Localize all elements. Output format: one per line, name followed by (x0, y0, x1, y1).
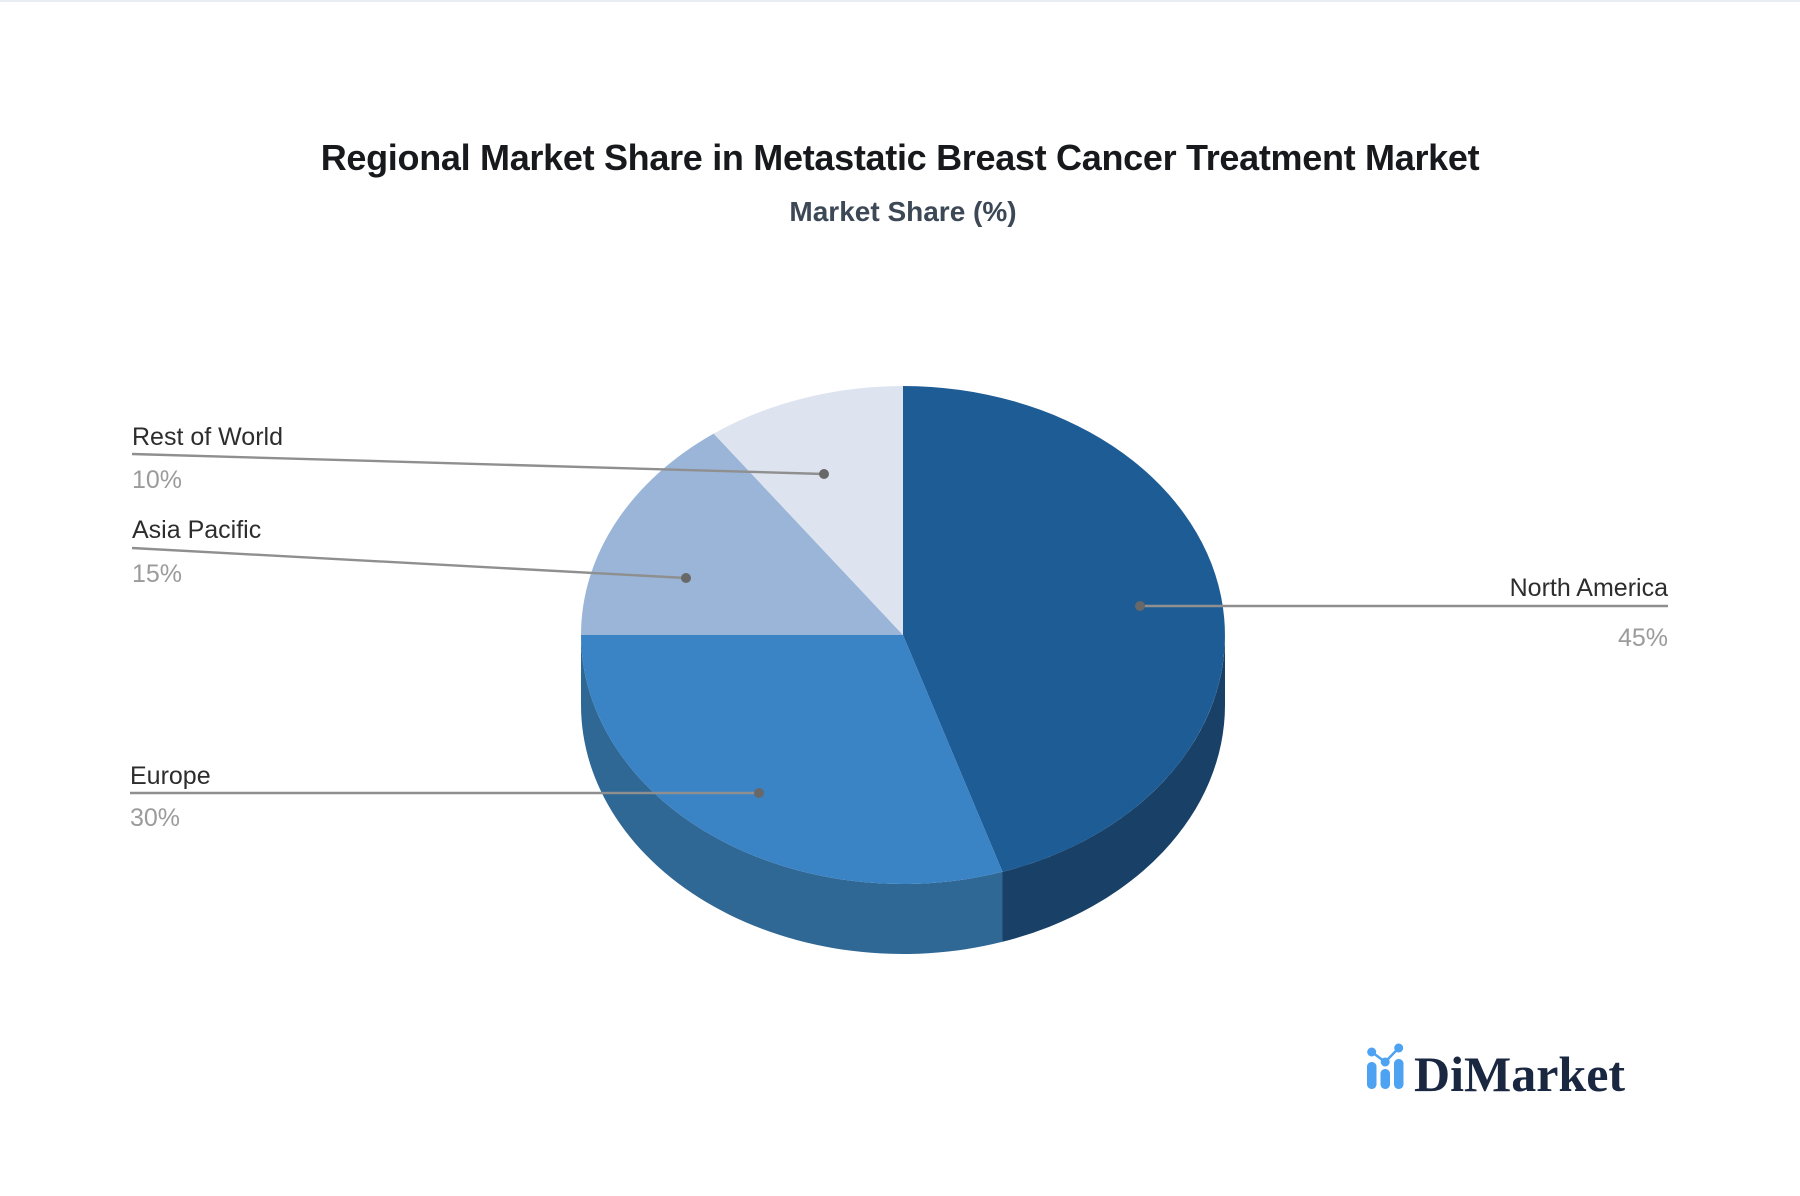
pie-slice-europe-side[interactable] (581, 635, 1003, 954)
connector-asia-pacific (131, 546, 687, 580)
slice-label-north-america-name: North America (1510, 574, 1668, 602)
slice-label-rest-of-world-name: Rest of World (132, 423, 283, 451)
slice-label-north-america-value: 45% (1618, 624, 1668, 652)
pie-slice-asia-pacific[interactable] (581, 433, 903, 635)
pie-slice-europe[interactable] (581, 635, 1003, 884)
dimarket-logo: DiMarket (1367, 1043, 1625, 1102)
dimarket-logo-text: DiMarket (1414, 1046, 1625, 1102)
pie-slice-north-america[interactable] (903, 386, 1225, 872)
pie-slice-north-america-side[interactable] (1002, 635, 1226, 942)
connector-dot-asia-pacific (681, 573, 691, 583)
pie-slice-rest-of-world[interactable] (713, 386, 903, 635)
slice-label-europe-name: Europe (130, 762, 211, 790)
slice-label-asia-pacific-name: Asia Pacific (132, 516, 261, 544)
connector-dot-north-america (1135, 601, 1145, 611)
slice-label-rest-of-world-value: 10% (132, 466, 182, 494)
slice-label-asia-pacific-value: 15% (132, 560, 182, 588)
chart-subtitle: Market Share (%) (789, 196, 1016, 227)
slice-label-europe-value: 30% (130, 804, 180, 832)
connector-dot-europe (754, 788, 764, 798)
pie-chart (581, 386, 1225, 954)
connector-dot-rest-of-world (819, 469, 829, 479)
chart-title: Regional Market Share in Metastatic Brea… (321, 137, 1480, 178)
connector-rest-of-world (131, 452, 825, 476)
dimarket-logo-icon (1367, 1043, 1404, 1089)
